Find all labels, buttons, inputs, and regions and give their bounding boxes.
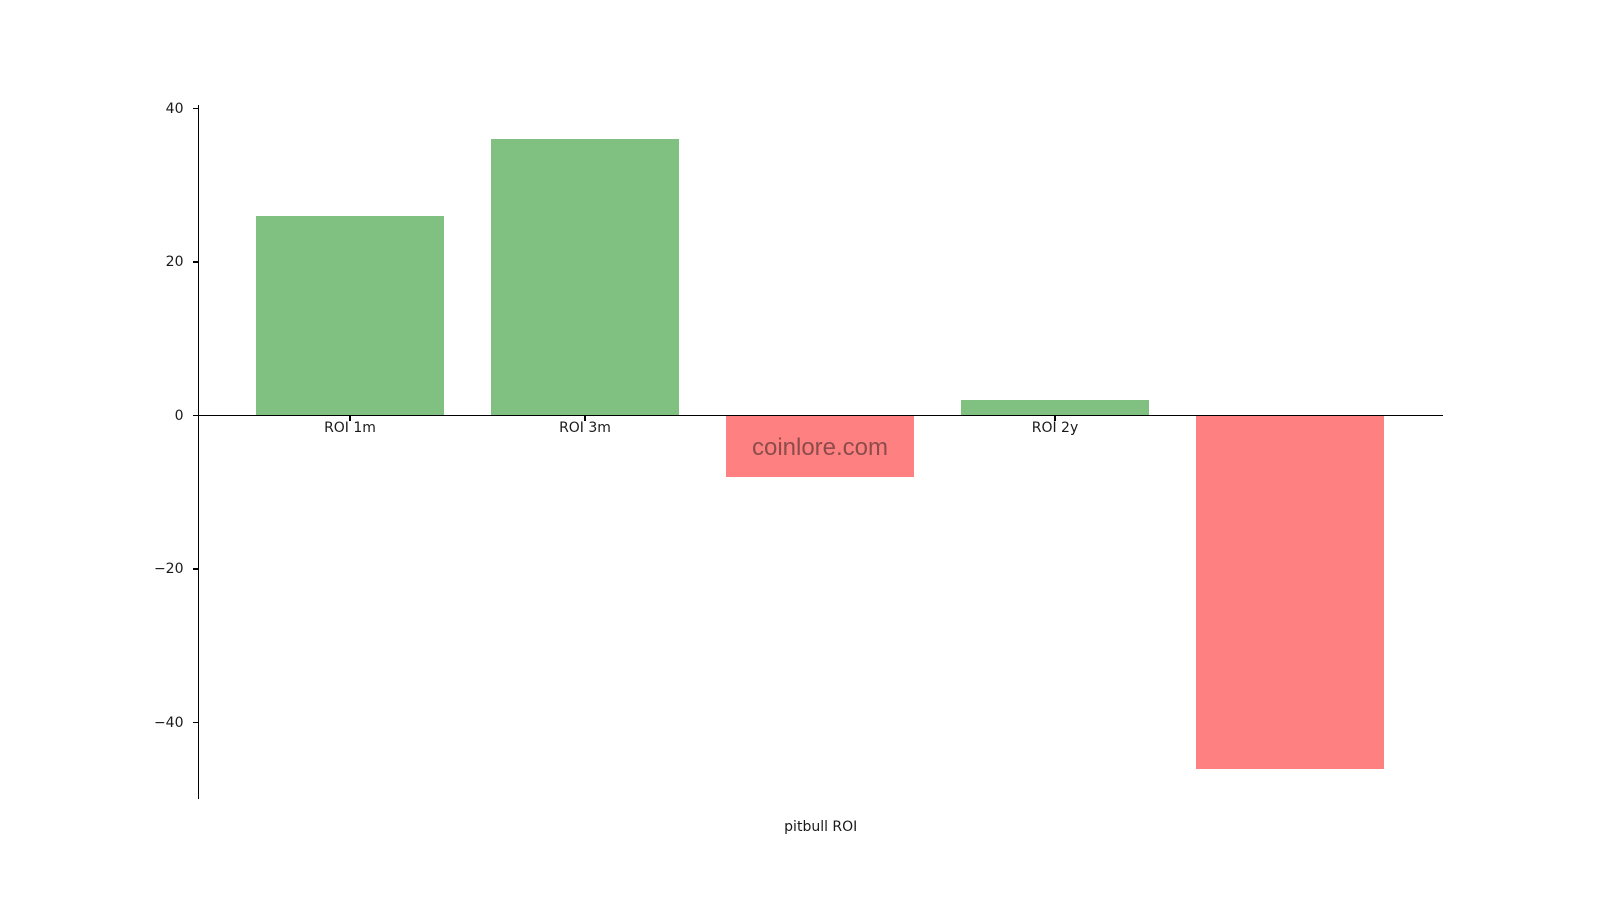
y-tick	[192, 107, 198, 110]
watermark: coinlore.com	[751, 434, 889, 461]
x-tick-label: ROI 1m	[324, 420, 376, 436]
y-tick-label: 20	[165, 254, 184, 270]
y-tick	[192, 414, 198, 417]
y-tick-label: 0	[174, 407, 184, 424]
y-tick-label: −40	[153, 714, 184, 731]
x-tick	[584, 415, 586, 421]
bar-roi-4	[1196, 415, 1384, 769]
bar-roi-3m	[491, 139, 679, 416]
x-axis-zero-line	[197, 414, 1443, 417]
x-tick-label: ROI 3m	[559, 420, 611, 436]
x-tick-label: ROI 2y	[1031, 420, 1079, 436]
bar-roi-2	[726, 415, 914, 477]
x-tick	[1054, 415, 1056, 421]
y-tick	[192, 568, 198, 570]
y-tick	[192, 721, 198, 724]
y-axis-spine	[197, 104, 200, 799]
x-tick	[349, 415, 351, 421]
bar-roi-2y	[961, 400, 1149, 416]
y-tick	[192, 261, 198, 263]
x-axis-title: pitbull ROI	[784, 819, 858, 835]
y-tick-label: −20	[153, 561, 184, 577]
bar-roi-1m	[256, 215, 444, 416]
y-tick-label: 40	[165, 100, 184, 117]
